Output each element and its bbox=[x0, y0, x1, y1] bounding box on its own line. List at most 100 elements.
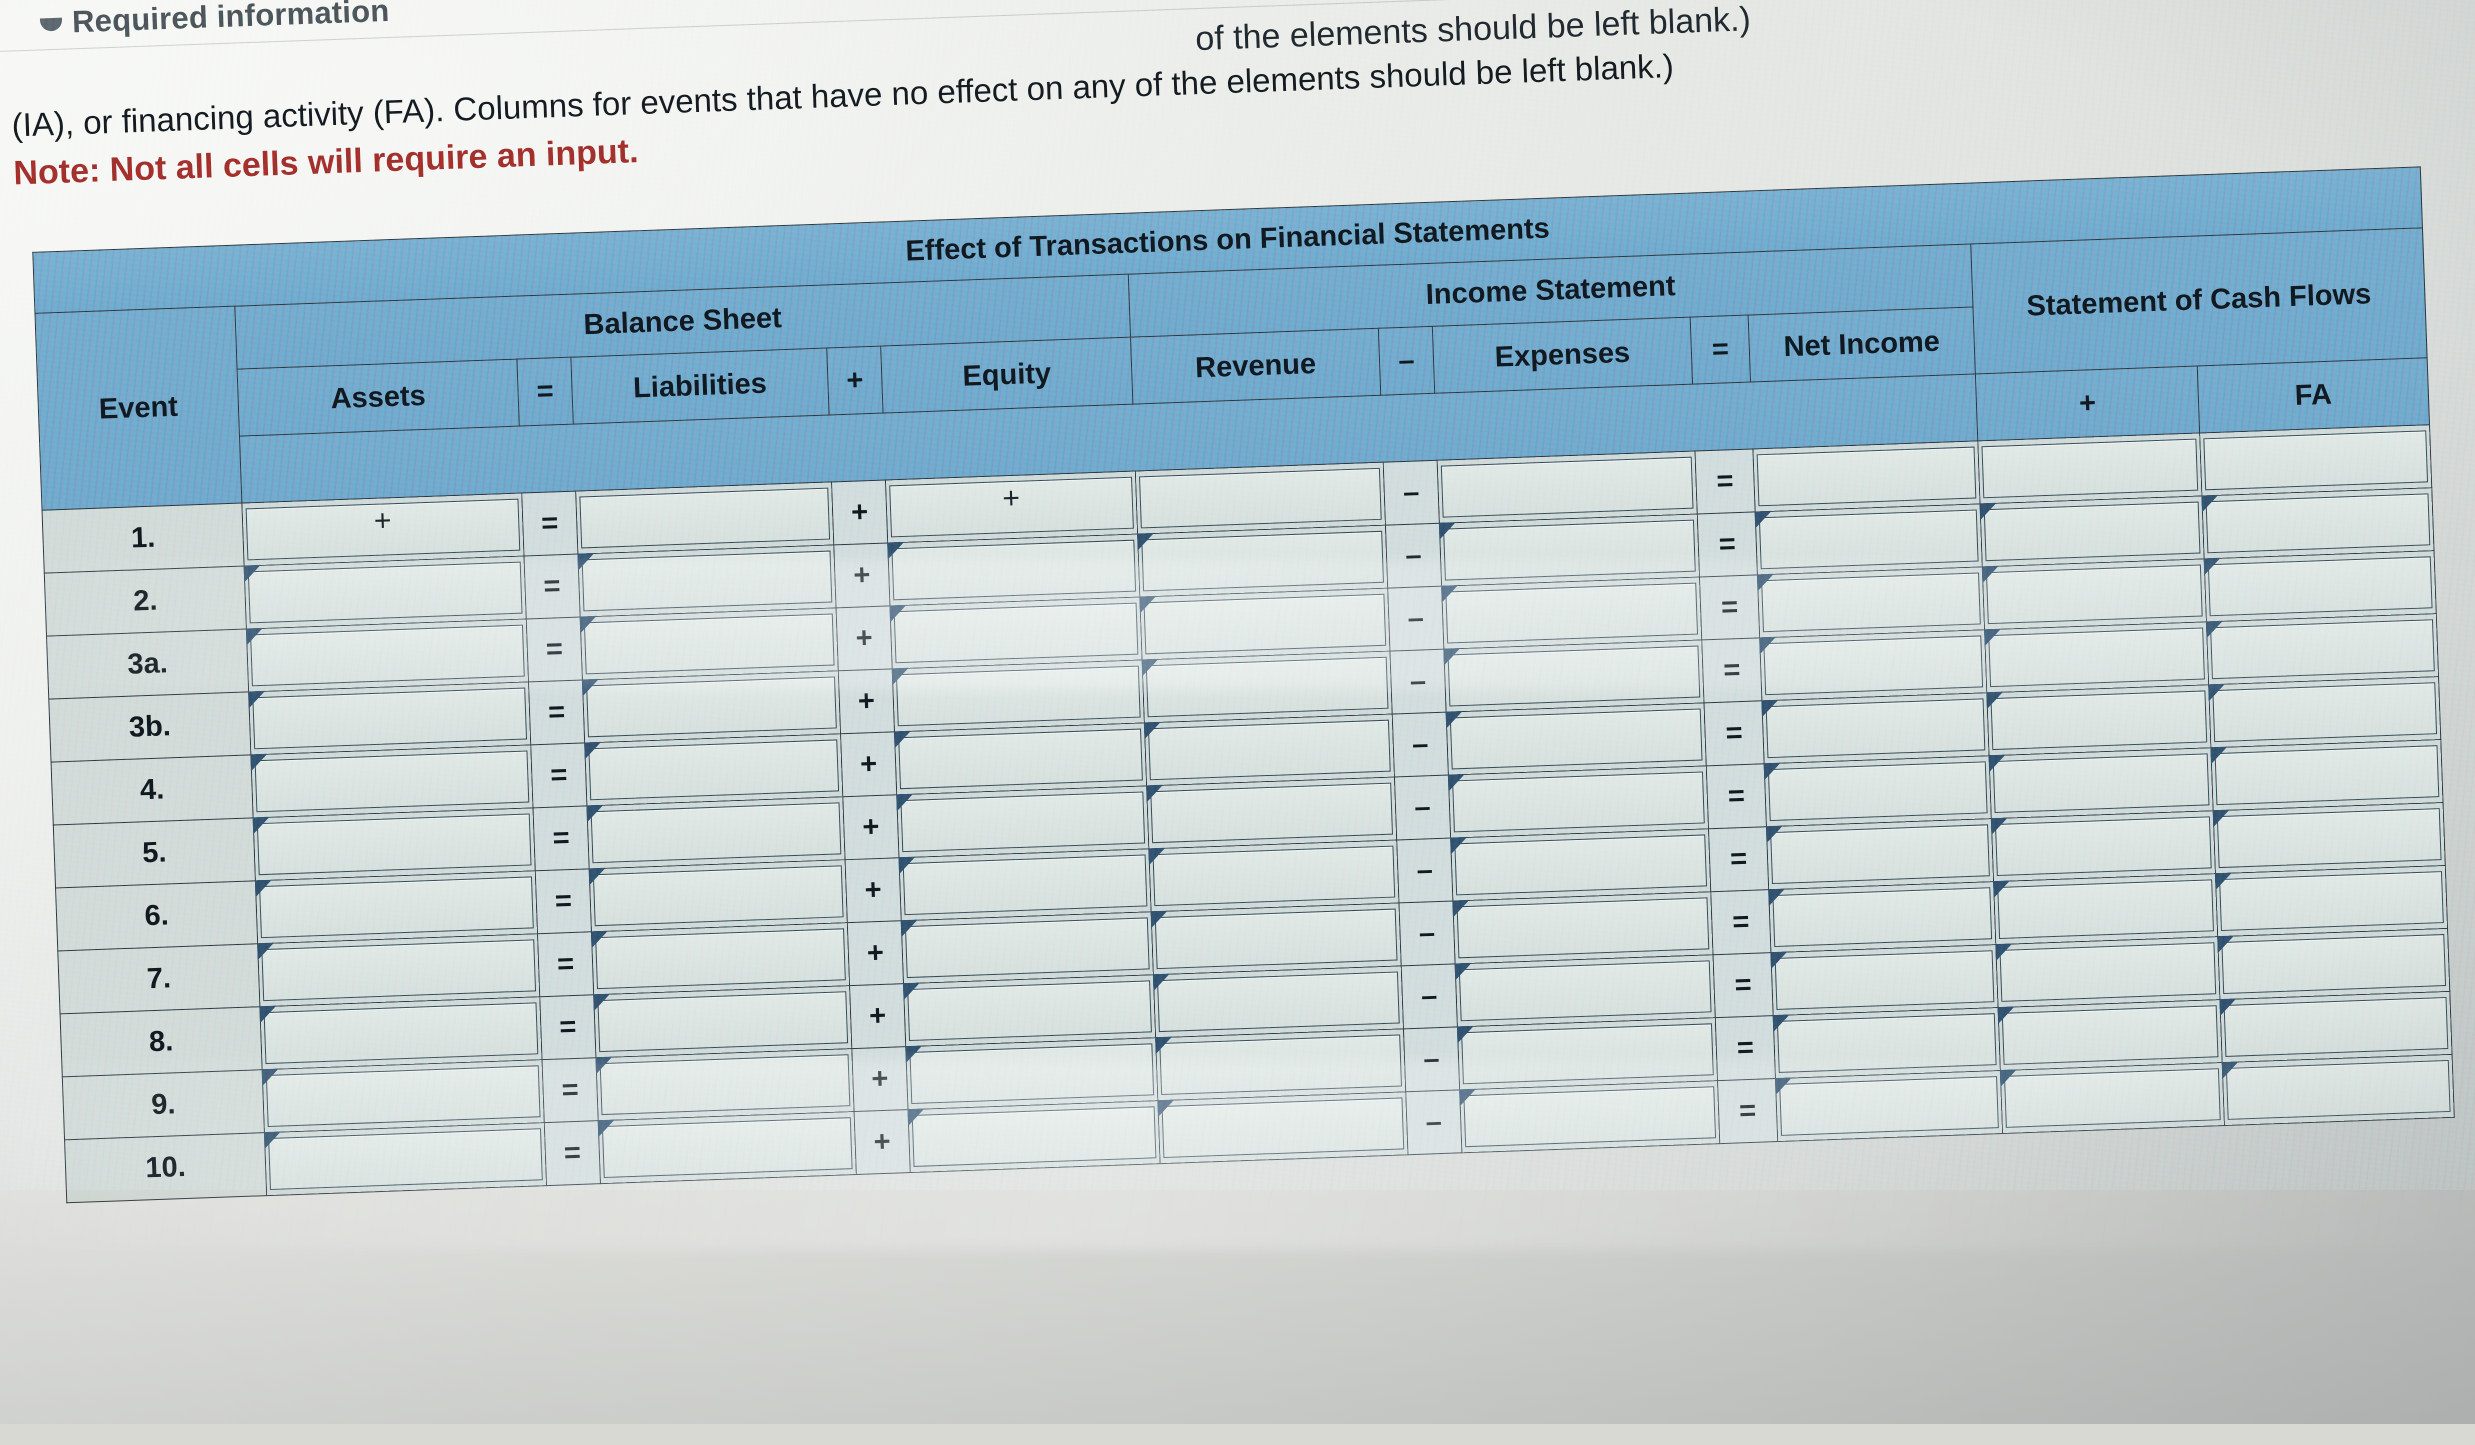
input-cell-net_income[interactable] bbox=[1754, 503, 1983, 575]
input-cell-assets[interactable] bbox=[250, 744, 533, 818]
dropdown-field[interactable] bbox=[2216, 808, 2442, 869]
input-cell-assets[interactable] bbox=[259, 996, 542, 1070]
input-cell-equity[interactable] bbox=[893, 722, 1147, 795]
dropdown-field[interactable] bbox=[1779, 1076, 1999, 1136]
dropdown-field[interactable] bbox=[595, 928, 846, 990]
dropdown-field[interactable] bbox=[1152, 845, 1396, 907]
dropdown-caret-icon[interactable] bbox=[1981, 565, 2000, 584]
dropdown-field[interactable] bbox=[1990, 690, 2208, 751]
dropdown-field[interactable] bbox=[895, 665, 1141, 727]
input-cell-net_income[interactable] bbox=[1770, 944, 1999, 1016]
dropdown-caret-icon[interactable] bbox=[1450, 836, 1468, 855]
dropdown-field[interactable] bbox=[1763, 635, 1984, 696]
input-cell-cf2[interactable] bbox=[2214, 865, 2448, 937]
dropdown-caret-icon[interactable] bbox=[1770, 951, 1789, 970]
dropdown-field[interactable] bbox=[1161, 1097, 1405, 1159]
dropdown-field[interactable] bbox=[2223, 997, 2449, 1057]
input-cell-cf1[interactable] bbox=[1984, 621, 2209, 693]
dropdown-caret-icon[interactable] bbox=[2205, 620, 2224, 639]
dropdown-field[interactable] bbox=[583, 613, 835, 675]
input-cell-revenue[interactable] bbox=[1141, 651, 1393, 723]
dropdown-caret-icon[interactable] bbox=[593, 993, 611, 1012]
dropdown-field[interactable] bbox=[1994, 816, 2212, 877]
input-cell-cf1[interactable] bbox=[1999, 1062, 2225, 1134]
dropdown-caret-icon[interactable] bbox=[905, 1045, 923, 1064]
dropdown-field[interactable] bbox=[1461, 1023, 1714, 1085]
input-cell-liabilities[interactable] bbox=[588, 859, 848, 932]
dropdown-caret-icon[interactable] bbox=[1155, 1036, 1173, 1055]
dropdown-field[interactable] bbox=[898, 728, 1143, 790]
dropdown-caret-icon[interactable] bbox=[579, 615, 598, 634]
dropdown-caret-icon[interactable] bbox=[2221, 1061, 2240, 1080]
dropdown-caret-icon[interactable] bbox=[1774, 1077, 1793, 1096]
dropdown-field[interactable] bbox=[907, 980, 1152, 1042]
dropdown-field[interactable] bbox=[268, 1128, 543, 1190]
dropdown-caret-icon[interactable] bbox=[1447, 773, 1466, 792]
input-cell-cf1[interactable] bbox=[1995, 936, 2220, 1008]
dropdown-caret-icon[interactable] bbox=[1772, 1014, 1791, 1033]
dropdown-caret-icon[interactable] bbox=[250, 753, 268, 772]
input-cell-cf2[interactable] bbox=[2205, 613, 2439, 685]
dropdown-caret-icon[interactable] bbox=[898, 856, 917, 875]
input-cell-liabilities[interactable] bbox=[590, 922, 850, 995]
input-cell-cf2[interactable] bbox=[2199, 424, 2432, 496]
dropdown-field[interactable] bbox=[1463, 1086, 1717, 1148]
dropdown-field[interactable] bbox=[909, 1043, 1155, 1104]
dropdown-field[interactable] bbox=[1772, 887, 1993, 948]
dropdown-caret-icon[interactable] bbox=[1990, 817, 2009, 836]
dropdown-field[interactable] bbox=[2212, 682, 2438, 743]
input-cell-net_income[interactable] bbox=[1774, 1070, 2003, 1142]
input-cell-assets[interactable] bbox=[245, 618, 529, 692]
dropdown-caret-icon[interactable] bbox=[2210, 746, 2228, 765]
input-cell-liabilities[interactable] bbox=[579, 607, 839, 680]
dropdown-field[interactable] bbox=[259, 876, 534, 939]
dropdown-caret-icon[interactable] bbox=[263, 1131, 282, 1150]
dropdown-field[interactable] bbox=[2225, 1059, 2451, 1120]
dropdown-caret-icon[interactable] bbox=[1445, 711, 1464, 729]
dropdown-caret-icon[interactable] bbox=[252, 816, 271, 835]
dropdown-caret-icon[interactable] bbox=[597, 1119, 616, 1138]
input-cell-net_income[interactable] bbox=[1759, 629, 1987, 701]
input-cell-expenses[interactable] bbox=[1454, 954, 1716, 1027]
dropdown-field[interactable] bbox=[1758, 509, 1979, 570]
dropdown-field[interactable] bbox=[590, 802, 842, 864]
input-cell-cf2[interactable] bbox=[2210, 739, 2444, 811]
input-cell-cf2[interactable] bbox=[2208, 676, 2441, 748]
input-cell-liabilities[interactable] bbox=[581, 670, 841, 743]
dropdown-field[interactable] bbox=[1154, 908, 1398, 970]
input-cell-assets[interactable] bbox=[263, 1122, 547, 1196]
input-cell-cf1[interactable] bbox=[1993, 873, 2218, 945]
dropdown-field[interactable] bbox=[1440, 456, 1694, 518]
dropdown-field[interactable] bbox=[1770, 824, 1990, 885]
dropdown-caret-icon[interactable] bbox=[2217, 935, 2235, 954]
input-cell-equity[interactable] bbox=[896, 785, 1149, 858]
dropdown-caret-icon[interactable] bbox=[1441, 585, 1459, 603]
input-cell-liabilities[interactable] bbox=[575, 481, 834, 555]
dropdown-caret-icon[interactable] bbox=[2212, 809, 2231, 828]
input-cell-cf1[interactable] bbox=[1986, 684, 2211, 756]
input-cell-net_income[interactable] bbox=[1763, 755, 1992, 827]
dropdown-caret-icon[interactable] bbox=[243, 564, 262, 583]
dropdown-caret-icon[interactable] bbox=[1143, 721, 1162, 740]
dropdown-caret-icon[interactable] bbox=[588, 867, 607, 886]
dropdown-caret-icon[interactable] bbox=[261, 1068, 280, 1087]
input-cell-net_income[interactable] bbox=[1772, 1007, 2001, 1079]
dropdown-field[interactable] bbox=[1449, 708, 1703, 770]
dropdown-field[interactable] bbox=[1141, 530, 1384, 592]
input-cell-equity[interactable]: + bbox=[885, 471, 1138, 543]
dropdown-field[interactable] bbox=[1145, 656, 1389, 718]
input-cell-assets[interactable] bbox=[261, 1059, 545, 1133]
dropdown-field[interactable] bbox=[581, 550, 833, 612]
dropdown-caret-icon[interactable] bbox=[1763, 762, 1782, 781]
input-cell-liabilities[interactable] bbox=[586, 796, 846, 869]
dropdown-caret-icon[interactable] bbox=[1759, 636, 1777, 655]
dropdown-field[interactable] bbox=[252, 687, 528, 750]
input-cell-cf2[interactable] bbox=[2203, 550, 2437, 622]
input-cell-cf2[interactable] bbox=[2219, 991, 2453, 1063]
dropdown-caret-icon[interactable] bbox=[1984, 628, 2002, 647]
dropdown-field[interactable] bbox=[1139, 467, 1382, 529]
dropdown-field[interactable] bbox=[2205, 493, 2431, 554]
input-cell-expenses[interactable] bbox=[1443, 639, 1704, 713]
dropdown-caret-icon[interactable] bbox=[1148, 847, 1166, 866]
dropdown-field[interactable] bbox=[1445, 582, 1699, 644]
